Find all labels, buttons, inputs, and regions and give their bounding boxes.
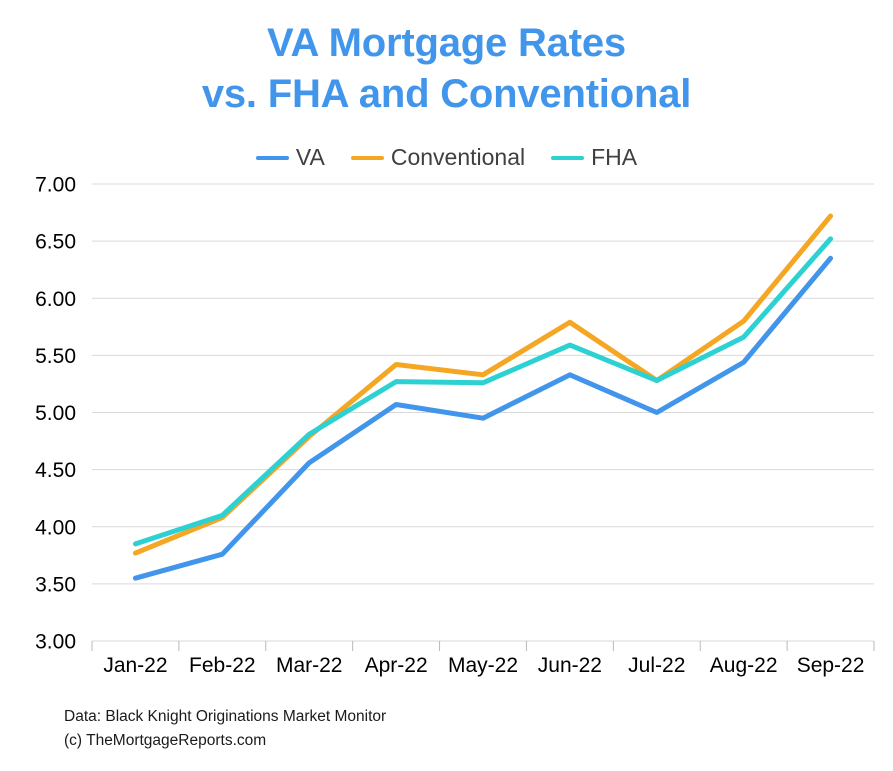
y-axis-tick-label: 3.00 bbox=[35, 631, 76, 654]
line-swatch-icon bbox=[551, 155, 585, 160]
series-lines bbox=[132, 213, 834, 581]
grid-lines bbox=[92, 183, 874, 642]
x-axis-tick-label: Apr-22 bbox=[365, 654, 428, 677]
x-axis-tick-marks bbox=[91, 641, 875, 651]
series-line-fha bbox=[132, 236, 834, 547]
y-axis-tick-label: 7.00 bbox=[35, 174, 76, 197]
footnote-copyright: (c) TheMortgageReports.com bbox=[64, 731, 267, 749]
y-axis-tick-label: 6.00 bbox=[35, 288, 76, 311]
chart-footnotes: Data: Black Knight Originations Market M… bbox=[64, 705, 684, 752]
chart-legend: VA Conventional FHA bbox=[0, 146, 893, 169]
title-line-2: vs. FHA and Conventional bbox=[201, 72, 692, 117]
y-axis-tick-label: 4.50 bbox=[35, 459, 76, 482]
footnote-data-source: Data: Black Knight Originations Market M… bbox=[64, 708, 387, 725]
legend-label-conventional: Conventional bbox=[390, 144, 526, 170]
page-title: VA Mortgage Rates vs. FHA and Convention… bbox=[0, 18, 893, 120]
y-axis-tick-label: 5.50 bbox=[35, 345, 76, 368]
x-axis-tick-label: Aug-22 bbox=[710, 654, 778, 677]
x-axis-tick-label: Mar-22 bbox=[276, 654, 343, 677]
x-axis-tick-label: May-22 bbox=[448, 654, 518, 677]
x-axis-tick-label: Feb-22 bbox=[189, 654, 256, 677]
y-axis-tick-label: 6.50 bbox=[35, 231, 76, 254]
y-axis-tick-label: 3.50 bbox=[35, 573, 76, 596]
title-line-1: VA Mortgage Rates bbox=[267, 21, 626, 65]
legend-item-fha[interactable]: FHA bbox=[551, 146, 637, 169]
series-line-va bbox=[132, 255, 834, 581]
x-axis-tick-label: Jul-22 bbox=[628, 654, 685, 677]
y-axis-tick-label: 4.00 bbox=[35, 516, 76, 539]
x-axis-tick-label: Sep-22 bbox=[797, 654, 865, 677]
y-axis-tick-label: 5.00 bbox=[35, 402, 76, 425]
x-axis-tick-labels: Jan-22 Feb-22 Mar-22 Apr-22 May-22 Jun-22 Jul-… bbox=[103, 654, 864, 677]
legend-label-fha: FHA bbox=[591, 144, 638, 170]
legend-item-conventional[interactable]: Conventional bbox=[350, 144, 526, 170]
legend-label-va: VA bbox=[295, 144, 325, 170]
line-swatch-icon bbox=[255, 155, 289, 160]
x-axis-tick-label: Jun-22 bbox=[538, 654, 602, 677]
series-line-conventional bbox=[132, 213, 834, 556]
x-axis-tick-label: Jan-22 bbox=[103, 654, 167, 677]
legend-item-va[interactable]: VA bbox=[255, 144, 325, 170]
y-axis-tick-labels: 7.00 6.50 6.00 5.50 5.00 4.50 4.00 3.50 3.00 bbox=[35, 174, 76, 654]
line-swatch-icon bbox=[350, 155, 384, 160]
